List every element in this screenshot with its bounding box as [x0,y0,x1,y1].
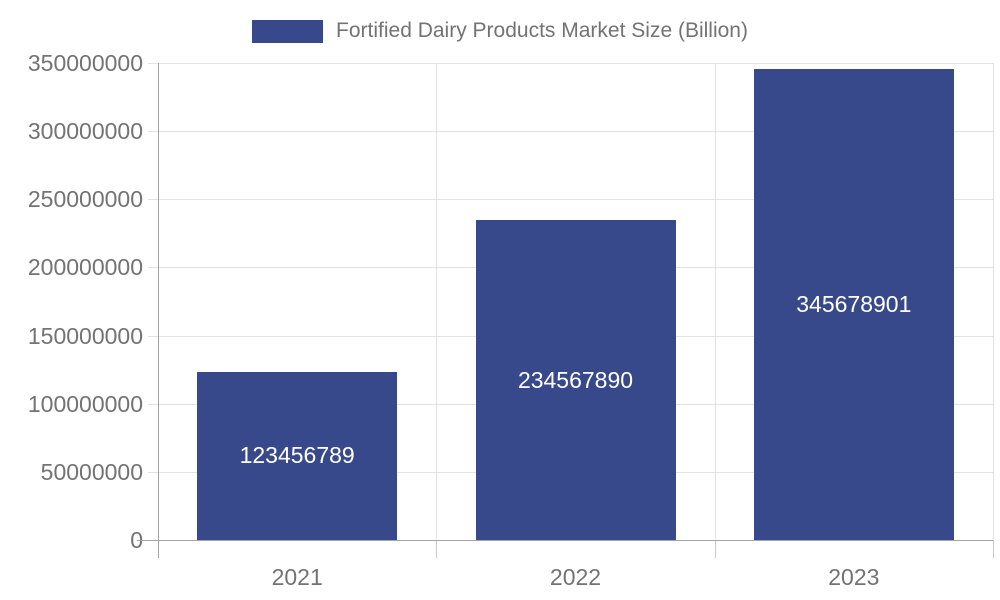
y-tick [148,403,158,405]
bar[interactable]: 234567890 [475,220,676,540]
h-gridline [158,199,993,201]
legend-swatch [252,19,324,43]
y-tick-label: 0 [130,527,143,553]
y-tick [148,335,158,337]
legend-label: Fortified Dairy Products Market Size (Bi… [336,19,748,42]
x-category-label: 2023 [828,564,880,590]
x-tick [436,540,438,558]
x-category-label: 2022 [549,564,602,590]
bar-value-label: 234567890 [517,366,634,393]
x-tick [714,540,716,558]
x-tick [993,540,994,558]
x-category-label: 2021 [271,564,323,590]
v-gridline [714,63,716,540]
y-tick [148,267,158,269]
bar-value-label: 123456789 [239,442,355,469]
y-tick-label: 50000000 [40,458,143,485]
y-tick-label: 300000000 [27,118,143,145]
y-tick [148,471,158,473]
y-axis-line [158,63,159,558]
bar[interactable]: 123456789 [197,371,398,540]
y-tick-label: 200000000 [27,254,143,281]
y-tick [148,131,158,133]
x-axis-line [137,540,993,541]
legend[interactable]: Fortified Dairy Products Market Size (Bi… [0,19,1000,43]
h-gridline [158,63,993,64]
y-tick [148,63,158,64]
y-tick-label: 150000000 [27,322,143,349]
v-gridline [993,63,994,540]
v-gridline [436,63,438,540]
y-tick-label: 250000000 [27,186,143,213]
h-gridline [158,131,993,133]
y-tick-label: 100000000 [27,390,143,417]
y-tick-label: 350000000 [27,50,143,76]
bar[interactable]: 345678901 [753,68,954,540]
bar-value-label: 345678901 [796,290,912,317]
y-tick [148,199,158,201]
